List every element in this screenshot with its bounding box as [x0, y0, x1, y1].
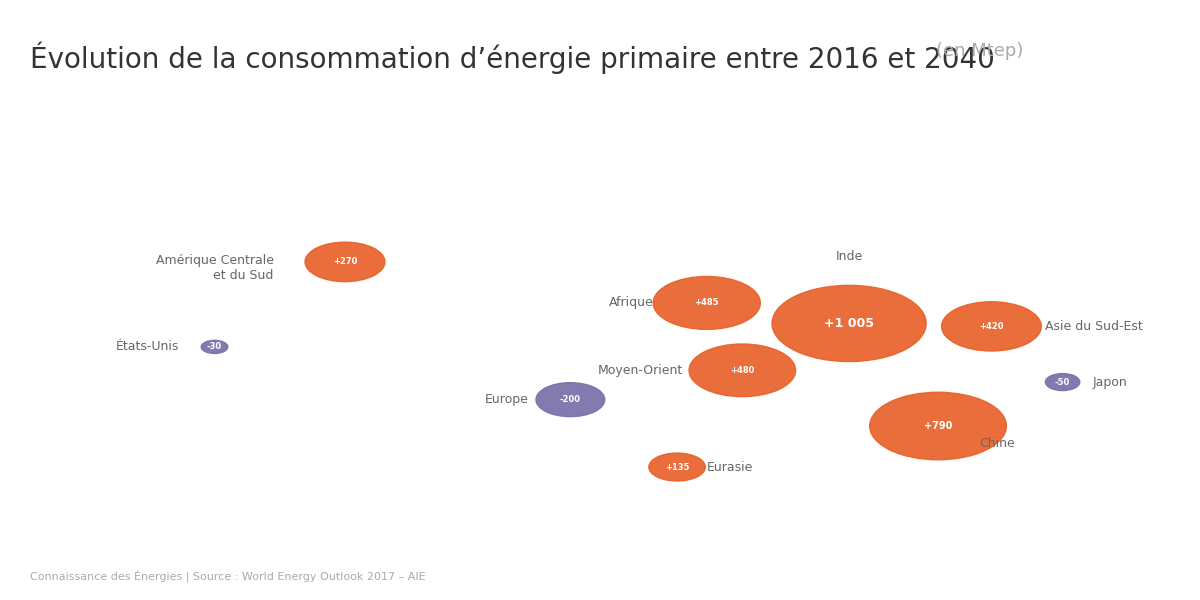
Text: +420: +420: [979, 322, 1003, 331]
Circle shape: [202, 340, 228, 353]
Text: Moyen-Orient: Moyen-Orient: [598, 364, 683, 377]
Text: +485: +485: [695, 298, 719, 307]
Circle shape: [305, 242, 385, 281]
Text: +480: +480: [730, 366, 755, 375]
Circle shape: [536, 383, 605, 416]
Text: +1 005: +1 005: [824, 317, 874, 330]
Text: Afrique: Afrique: [608, 296, 653, 310]
Circle shape: [653, 277, 761, 329]
Text: -50: -50: [1055, 377, 1070, 386]
Circle shape: [689, 344, 796, 397]
Text: +270: +270: [332, 257, 358, 266]
Text: Inde: Inde: [835, 250, 863, 263]
Circle shape: [870, 392, 1007, 460]
Circle shape: [1045, 374, 1080, 391]
Circle shape: [649, 453, 706, 481]
Text: États-Unis: États-Unis: [115, 340, 179, 353]
Text: +790: +790: [924, 421, 953, 431]
Text: Chine: Chine: [979, 437, 1015, 450]
Text: Évolution de la consommation d’énergie primaire entre 2016 et 2040: Évolution de la consommation d’énergie p…: [30, 42, 995, 74]
Text: Amérique Centrale
et du Sud: Amérique Centrale et du Sud: [156, 254, 274, 282]
Text: +135: +135: [665, 463, 689, 472]
Text: Europe: Europe: [485, 393, 529, 406]
Text: -30: -30: [206, 343, 222, 352]
Text: Eurasie: Eurasie: [707, 461, 754, 473]
Circle shape: [942, 302, 1042, 351]
Text: Japon: Japon: [1092, 376, 1127, 389]
Circle shape: [772, 286, 926, 362]
Text: Connaissance des Énergies | Source : World Energy Outlook 2017 – AIE: Connaissance des Énergies | Source : Wor…: [30, 569, 426, 582]
Text: Asie du Sud-Est: Asie du Sud-Est: [1045, 320, 1142, 333]
Text: (en Mtep): (en Mtep): [936, 42, 1024, 60]
Text: -200: -200: [560, 395, 581, 404]
